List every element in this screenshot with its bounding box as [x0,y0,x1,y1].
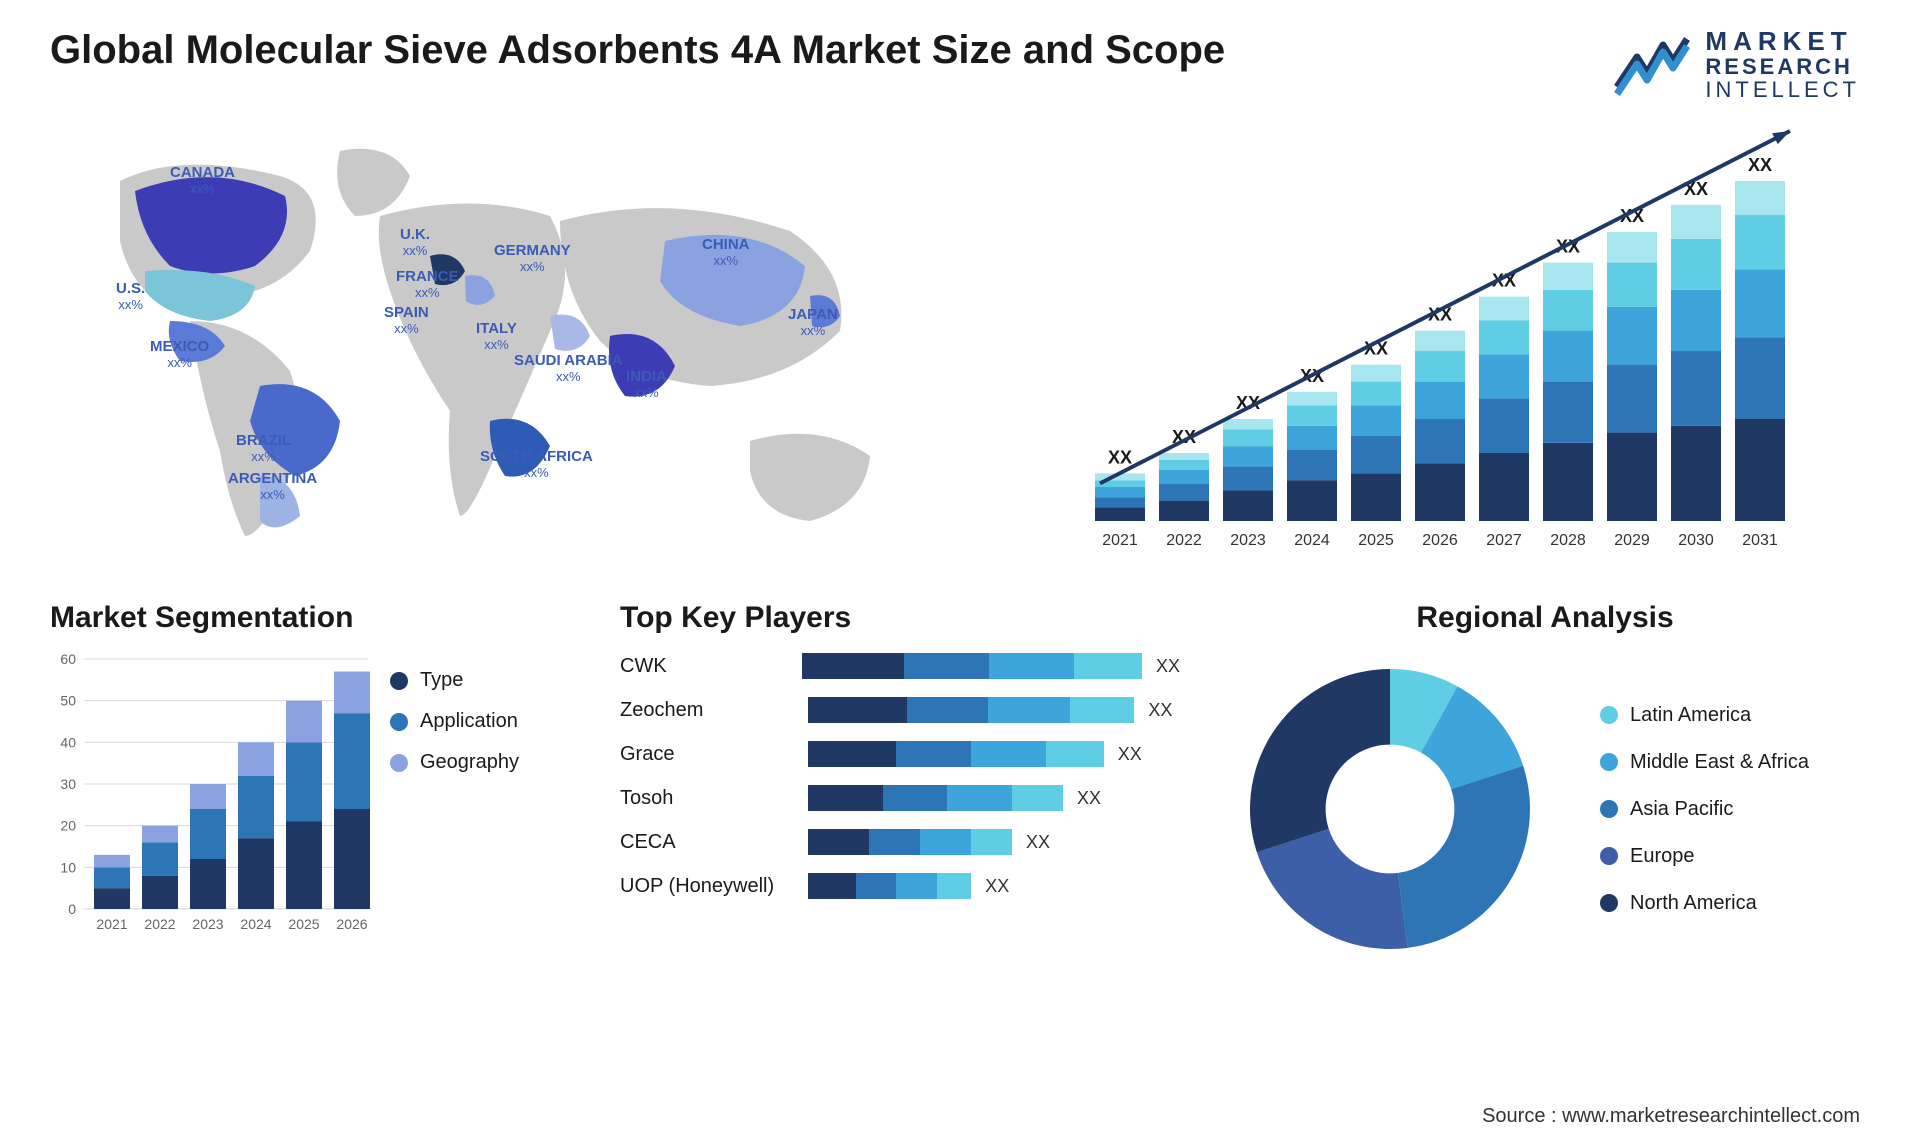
player-row: Tosoh XX [620,781,1180,815]
players-title: Top Key Players [620,601,1180,635]
svg-text:2027: 2027 [1486,532,1522,549]
map-label: GERMANYxx% [494,243,571,275]
svg-text:20: 20 [60,818,76,834]
player-value: XX [1077,788,1101,809]
svg-text:2021: 2021 [1102,532,1138,549]
svg-text:2024: 2024 [1294,532,1330,549]
player-name: Tosoh [620,787,790,810]
player-name: CWK [620,655,784,678]
svg-text:2026: 2026 [1422,532,1458,549]
map-label: U.K.xx% [400,227,430,259]
regional-title: Regional Analysis [1230,601,1860,635]
svg-text:2029: 2029 [1614,532,1650,549]
player-value: XX [1026,832,1050,853]
legend-item: Middle East & Africa [1600,751,1809,774]
svg-text:2026: 2026 [336,916,367,932]
svg-text:2030: 2030 [1678,532,1714,549]
player-bar [808,785,1063,811]
logo-line3: INTELLECT [1705,78,1860,101]
legend-item: Latin America [1600,704,1809,727]
segmentation-title: Market Segmentation [50,601,570,635]
logo-swoosh-icon [1613,33,1691,97]
player-name: Zeochem [620,699,790,722]
player-bar [808,741,1104,767]
player-bar [808,697,1134,723]
legend-item: North America [1600,892,1809,915]
legend-item: Geography [390,751,519,774]
svg-text:30: 30 [60,776,76,792]
player-row: UOP (Honeywell) XX [620,869,1180,903]
regional-donut [1230,649,1550,969]
players-panel: Top Key Players CWKXXZeochemXXGraceXXTos… [620,601,1180,969]
player-value: XX [1118,744,1142,765]
player-value: XX [1148,700,1172,721]
map-label: JAPANxx% [788,307,838,339]
map-label: FRANCExx% [396,269,459,301]
map-label: SAUDI ARABIAxx% [514,353,623,385]
legend-item: Europe [1600,845,1809,868]
map-label: INDIAxx% [626,369,667,401]
player-name: Grace [620,743,790,766]
main-growth-chart: XX2021XX2022XX2023XX2024XX2025XX2026XX20… [980,121,1860,561]
player-value: XX [985,876,1009,897]
map-label: CANADAxx% [170,165,235,197]
svg-text:2022: 2022 [1166,532,1202,549]
svg-text:XX: XX [1108,448,1132,468]
svg-text:XX: XX [1748,155,1772,175]
world-map: CANADAxx% U.S.xx%MEXICOxx% BRAZILxx% ARGENT… [50,121,930,561]
source-attribution: Source : www.marketresearchintellect.com [1482,1105,1860,1128]
page-title: Global Molecular Sieve Adsorbents 4A Mar… [50,28,1225,73]
player-name: UOP (Honeywell) [620,875,790,898]
map-label: SOUTH AFRICAxx% [480,449,593,481]
map-label: U.S.xx% [116,281,145,313]
brand-logo: MARKET RESEARCH INTELLECT [1613,28,1860,101]
player-bar [802,653,1142,679]
legend-item: Type [390,669,519,692]
logo-line2: RESEARCH [1705,55,1860,78]
svg-text:2025: 2025 [1358,532,1394,549]
player-name: CECA [620,831,790,854]
player-row: CWK XX [620,649,1180,683]
player-row: CECA XX [620,825,1180,859]
svg-text:2023: 2023 [192,916,223,932]
svg-text:50: 50 [60,693,76,709]
regional-legend: Latin America Middle East & Africa Asia Pa… [1600,704,1809,915]
svg-text:2023: 2023 [1230,532,1266,549]
svg-text:40: 40 [60,735,76,751]
regional-panel: Regional Analysis Latin America Middle Ea… [1230,601,1860,969]
svg-text:2025: 2025 [288,916,319,932]
segmentation-chart: 0 10 20 30 40 50 60 2021 2022 2023 2024 2025 2026 [50,649,370,939]
map-label: MEXICOxx% [150,339,209,371]
player-bar [808,829,1012,855]
map-label: SPAINxx% [384,305,429,337]
svg-text:2021: 2021 [96,916,127,932]
svg-text:2022: 2022 [144,916,175,932]
svg-text:0: 0 [68,901,76,917]
map-label: ARGENTINAxx% [228,471,317,503]
legend-item: Application [390,710,519,733]
map-label: ITALYxx% [476,321,517,353]
svg-text:60: 60 [60,651,76,667]
segmentation-legend: Type Application Geography [390,649,519,939]
map-label: BRAZILxx% [236,433,291,465]
segmentation-panel: Market Segmentation 0 10 20 30 40 50 60 2021 202… [50,601,570,969]
legend-item: Asia Pacific [1600,798,1809,821]
map-label: CHINAxx% [702,237,750,269]
svg-text:2031: 2031 [1742,532,1778,549]
svg-text:10: 10 [60,860,76,876]
player-value: XX [1156,656,1180,677]
svg-text:2024: 2024 [240,916,271,932]
player-bar [808,873,971,899]
player-row: Zeochem XX [620,693,1180,727]
logo-line1: MARKET [1705,28,1860,55]
svg-text:2028: 2028 [1550,532,1586,549]
player-row: Grace XX [620,737,1180,771]
